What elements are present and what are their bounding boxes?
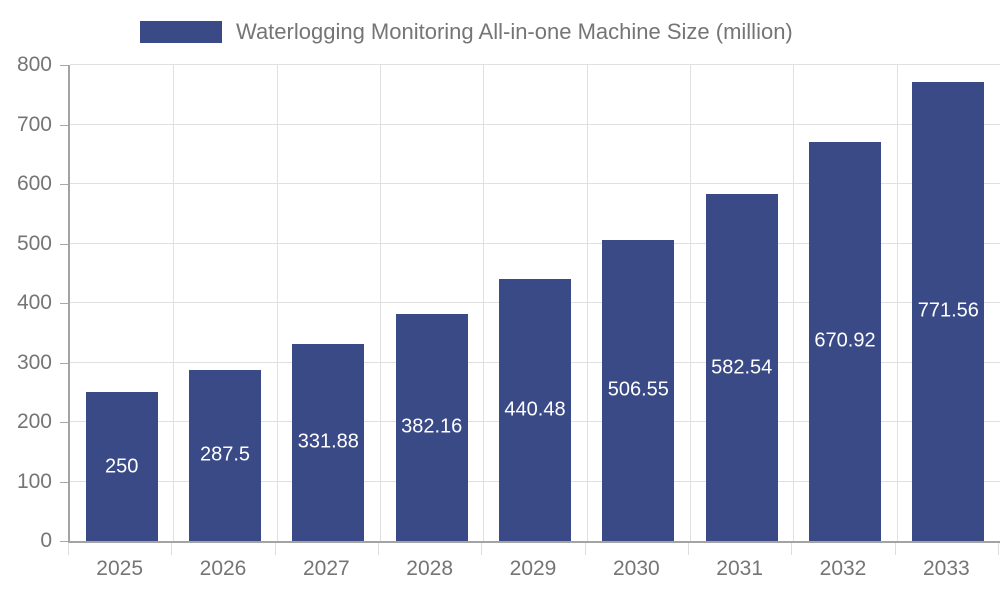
x-axis-tick-label: 2030 bbox=[612, 557, 660, 580]
x-axis-tick-mark bbox=[688, 543, 689, 555]
y-axis-tick-mark bbox=[60, 303, 68, 304]
x-axis-tick-mark bbox=[274, 543, 276, 555]
y-axis-tick-label: 0 bbox=[40, 529, 52, 552]
y-axis-tick-label: 400 bbox=[16, 291, 52, 314]
plot-area: 250 287.5 331.88 382.16 440.48 506.55 582.54 67… bbox=[68, 64, 1000, 543]
y-axis-tick-label: 200 bbox=[16, 410, 52, 433]
bar-value-label: 506.55 bbox=[607, 378, 669, 401]
y-axis-tick-label: 500 bbox=[16, 231, 52, 255]
gridline-vertical bbox=[690, 65, 691, 541]
bar-2026[interactable]: 287.5 bbox=[188, 369, 262, 541]
y-axis-tick-label: 100 bbox=[16, 469, 52, 493]
gridline-vertical bbox=[483, 65, 485, 541]
x-axis-tick-label: 2031 bbox=[716, 557, 764, 580]
bar-value-label: 331.88 bbox=[297, 430, 359, 453]
bar-value-label: 582.54 bbox=[711, 356, 773, 379]
bar-2025[interactable]: 250 bbox=[85, 392, 158, 541]
gridline-vertical bbox=[896, 65, 898, 541]
x-axis-tick-mark bbox=[378, 543, 379, 555]
x-axis-tick-mark bbox=[68, 543, 69, 555]
gridline-vertical bbox=[380, 65, 381, 541]
bar-2028[interactable]: 382.16 bbox=[395, 313, 468, 541]
x-axis-tick-mark bbox=[171, 543, 173, 555]
bar-value-label: 440.48 bbox=[504, 398, 566, 421]
y-axis-tick-label: 300 bbox=[16, 350, 52, 374]
x-axis-tick-label: 2026 bbox=[199, 557, 247, 580]
legend-series-label: Waterlogging Monitoring All-in-one Machi… bbox=[236, 19, 793, 44]
bar-2030[interactable]: 506.55 bbox=[602, 239, 675, 541]
y-axis-tick-mark bbox=[60, 124, 68, 126]
bar-value-label: 670.92 bbox=[814, 329, 876, 352]
gridline-horizontal bbox=[70, 242, 1000, 244]
bar-2032[interactable]: 670.92 bbox=[808, 141, 882, 541]
gridline-vertical bbox=[276, 65, 278, 541]
x-axis-tick-label: 2027 bbox=[302, 557, 350, 580]
x-axis-tick-label: 2033 bbox=[922, 557, 970, 580]
x-axis-tick-mark bbox=[998, 543, 999, 555]
gridline-vertical bbox=[793, 65, 795, 541]
x-axis-tick-label: 2032 bbox=[819, 557, 867, 580]
y-axis-tick-mark bbox=[60, 65, 68, 66]
x-axis-tick-mark bbox=[894, 543, 896, 555]
gridline-vertical bbox=[173, 65, 175, 541]
bar-2027[interactable]: 331.88 bbox=[292, 343, 365, 541]
y-axis-tick-label: 700 bbox=[16, 112, 52, 136]
bar-value-label: 771.56 bbox=[917, 299, 979, 322]
y-axis-tick-mark bbox=[60, 422, 68, 423]
chart-legend[interactable]: Waterlogging Monitoring All-in-one Machi… bbox=[140, 18, 793, 46]
gridline-horizontal bbox=[70, 183, 1000, 184]
bar-value-label: 287.5 bbox=[199, 443, 251, 466]
bar-2031[interactable]: 582.54 bbox=[705, 194, 778, 541]
legend-swatch-icon bbox=[140, 21, 222, 43]
x-axis-tick-mark bbox=[584, 543, 586, 555]
y-axis-tick-mark bbox=[60, 243, 68, 245]
x-axis-tick-mark bbox=[481, 543, 483, 555]
x-axis-tick-label: 2029 bbox=[509, 557, 557, 580]
bar-2029[interactable]: 440.48 bbox=[498, 278, 572, 541]
y-axis-tick-mark bbox=[60, 541, 68, 542]
gridline-horizontal bbox=[70, 123, 1000, 125]
y-axis-tick-label: 800 bbox=[16, 53, 52, 76]
bar-2033[interactable]: 771.56 bbox=[912, 81, 985, 541]
x-axis-tick-mark bbox=[791, 543, 793, 555]
x-axis-tick-label: 2028 bbox=[406, 557, 454, 580]
y-axis-tick-mark bbox=[60, 481, 68, 483]
bar-value-label: 250 bbox=[104, 455, 139, 478]
y-axis-tick-label: 600 bbox=[16, 172, 52, 195]
gridline-horizontal bbox=[70, 64, 1000, 65]
bar-value-label: 382.16 bbox=[401, 415, 463, 438]
gridline-vertical bbox=[586, 65, 588, 541]
y-axis-tick-mark bbox=[60, 362, 68, 364]
x-axis-tick-label: 2025 bbox=[96, 557, 144, 580]
y-axis-tick-mark bbox=[60, 184, 68, 185]
